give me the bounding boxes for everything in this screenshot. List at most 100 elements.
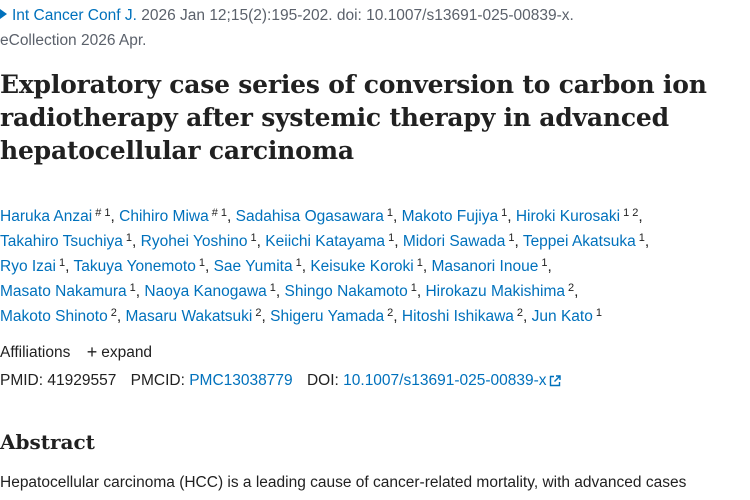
author-line: Takahiro Tsuchiya 1, Ryohei Yoshino 1, Kei… — [0, 226, 748, 251]
author-line: Makoto Shinoto 2, Masaru Wakatsuki 2, Shig… — [0, 301, 748, 326]
pmid-value: 41929557 — [47, 372, 117, 389]
affiliations-expand-button[interactable]: + expand — [86, 342, 153, 362]
affiliation-superscript[interactable]: # 1 — [95, 207, 111, 219]
author-link[interactable]: Hitoshi Ishikawa — [401, 308, 514, 325]
author-link[interactable]: Keiichi Katayama — [265, 233, 386, 250]
citation-details: 2026 Jan 12;15(2):195-202. doi: 10.1007/… — [136, 7, 574, 24]
affiliation-superscript[interactable]: 1 2 — [623, 207, 639, 219]
author-separator: , — [301, 258, 311, 275]
author-link[interactable]: Makoto Fujiya — [401, 208, 499, 225]
affiliations-label: Affiliations — [0, 344, 71, 361]
author-separator: , — [65, 258, 74, 275]
author-link[interactable]: Sae Yumita — [213, 258, 293, 275]
author-link[interactable]: Ryo Izai — [0, 258, 56, 275]
author-separator: , — [514, 233, 523, 250]
doi-value: 10.1007/s13691-025-00839-x — [343, 372, 547, 389]
abstract-text: Hepatocellular carcinoma (HCC) is a lead… — [0, 474, 687, 491]
affiliation-superscript[interactable]: 1 — [386, 207, 393, 219]
author-separator: , — [547, 258, 552, 275]
author-link[interactable]: Takuya Yonemoto — [73, 258, 196, 275]
author-separator: , — [422, 258, 432, 275]
author-link[interactable]: Hirokazu Makishima — [425, 283, 566, 300]
author-separator: , — [275, 283, 285, 300]
author-separator: , — [523, 308, 532, 325]
affiliation-superscript[interactable]: 1 — [59, 257, 66, 269]
affiliation-superscript[interactable]: 2 — [110, 307, 117, 319]
author-separator: , — [227, 208, 236, 225]
doi-link[interactable]: 10.1007/s13691-025-00839-x — [343, 372, 561, 389]
author-separator: , — [392, 208, 402, 225]
plus-icon: + — [86, 342, 98, 362]
author-link[interactable]: Masato Nakamura — [0, 283, 127, 300]
affiliation-superscript[interactable]: 1 — [125, 232, 133, 244]
author-link[interactable]: Ryohei Yoshino — [140, 233, 248, 250]
author-link[interactable]: Keisuke Koroki — [310, 258, 414, 275]
author-link[interactable]: Naoya Kanogawa — [144, 283, 267, 300]
affiliation-superscript[interactable]: 1 — [638, 232, 645, 244]
author-separator: , — [393, 308, 402, 325]
author-separator: , — [416, 283, 426, 300]
author-line: Ryo Izai 1, Takuya Yonemoto 1, Sae Yumita 1… — [0, 251, 748, 276]
pmcid-link[interactable]: PMC13038779 — [189, 372, 293, 389]
article-title: Exploratory case series of conversion to… — [0, 70, 707, 165]
author-separator: , — [204, 258, 214, 275]
author-link[interactable]: Jun Kato — [531, 308, 593, 325]
affiliation-superscript[interactable]: 1 — [541, 257, 548, 269]
external-link-icon — [549, 372, 561, 394]
affiliation-superscript[interactable]: 1 — [295, 257, 302, 269]
affiliation-superscript[interactable]: 1 — [410, 282, 417, 294]
author-line: Haruka Anzai # 1, Chihiro Miwa # 1, Sadahi… — [0, 201, 748, 226]
author-link[interactable]: Shingo Nakamoto — [284, 283, 408, 300]
ecollection-text: eCollection 2026 Apr. — [0, 32, 147, 49]
author-separator: , — [110, 208, 120, 225]
affiliation-superscript[interactable]: 1 — [250, 232, 257, 244]
author-link[interactable]: Sadahisa Ogasawara — [235, 208, 384, 225]
triangle-right-icon — [0, 9, 7, 19]
author-separator: , — [135, 283, 145, 300]
affiliation-superscript[interactable]: 1 — [416, 257, 423, 269]
affiliation-superscript[interactable]: 1 — [388, 232, 395, 244]
author-link[interactable]: Makoto Shinoto — [0, 308, 108, 325]
author-separator: , — [256, 233, 266, 250]
affiliation-superscript[interactable]: 2 — [255, 307, 262, 319]
author-link[interactable]: Midori Sawada — [402, 233, 506, 250]
affiliation-superscript[interactable]: 1 — [129, 282, 136, 294]
affiliation-superscript[interactable]: 2 — [516, 307, 524, 319]
author-separator: , — [644, 233, 650, 250]
author-link[interactable]: Shigeru Yamada — [270, 308, 385, 325]
pmcid-label: PMCID: — [130, 372, 185, 389]
affiliation-superscript[interactable]: 1 — [595, 307, 602, 319]
affiliation-superscript[interactable]: 2 — [568, 282, 575, 294]
author-link[interactable]: Masanori Inoue — [431, 258, 539, 275]
affiliations-section: Affiliations + expand — [0, 341, 152, 364]
pmid-label: PMID: — [0, 372, 44, 389]
affiliation-superscript[interactable]: 2 — [387, 307, 394, 319]
doi-label: DOI: — [306, 372, 339, 389]
abstract-heading: Abstract — [0, 430, 95, 454]
affiliation-superscript[interactable]: # 1 — [211, 207, 228, 219]
affiliation-superscript[interactable]: 1 — [198, 257, 205, 269]
author-link[interactable]: Teppei Akatsuka — [522, 233, 636, 250]
author-line: Masato Nakamura 1, Naoya Kanogawa 1, Shing… — [0, 276, 748, 301]
author-link[interactable]: Chihiro Miwa — [119, 208, 209, 225]
author-link[interactable]: Hiroki Kurosaki — [515, 208, 621, 225]
author-separator: , — [638, 208, 643, 225]
expand-label: expand — [101, 344, 153, 361]
author-link[interactable]: Masaru Wakatsuki — [125, 308, 253, 325]
affiliation-superscript[interactable]: 1 — [501, 207, 508, 219]
author-link[interactable]: Takahiro Tsuchiya — [0, 233, 123, 250]
journal-link[interactable]: Int Cancer Conf J. — [0, 7, 137, 24]
author-separator: , — [507, 208, 516, 225]
author-separator: , — [132, 233, 141, 250]
author-list: Haruka Anzai # 1, Chihiro Miwa # 1, Sadahi… — [0, 201, 748, 326]
author-link[interactable]: Haruka Anzai — [0, 208, 93, 225]
author-separator: , — [574, 283, 579, 300]
author-separator: , — [394, 233, 403, 250]
affiliation-superscript[interactable]: 1 — [269, 282, 276, 294]
author-separator: , — [261, 308, 271, 325]
journal-name: Int Cancer Conf J. — [12, 7, 137, 24]
author-separator: , — [116, 308, 126, 325]
affiliation-superscript[interactable]: 1 — [508, 232, 515, 244]
identifiers: PMID: 41929557 PMCID: PMC13038779 DOI: 1… — [0, 370, 561, 394]
